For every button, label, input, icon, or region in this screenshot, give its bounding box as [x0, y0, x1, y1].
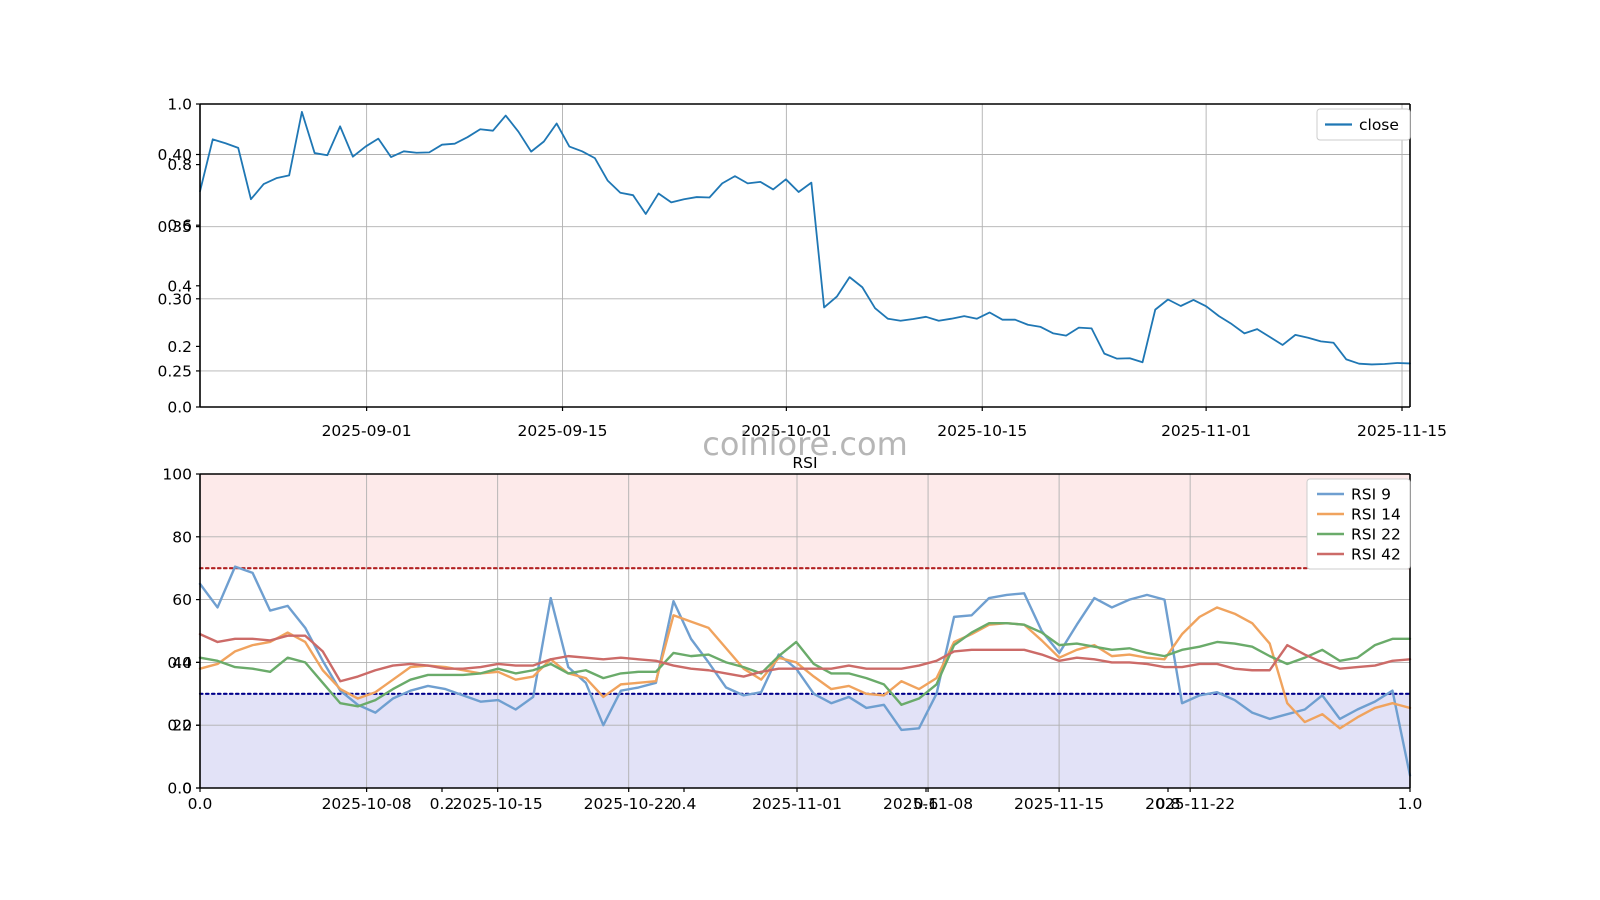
rsi-y-tick: 0 — [182, 780, 192, 798]
price-x-tick: 2025-09-01 — [322, 422, 412, 440]
rsi-x-tick-overlay: 1.0 — [1398, 795, 1423, 813]
legend-label-rsi-22: RSI 22 — [1351, 526, 1401, 544]
price-legend-box — [1316, 108, 1411, 141]
rsi-y-tick-overlay: 0.0 — [167, 780, 192, 798]
price-y-tick-labels-overlay: 0.0 0.2 0.4 0.6 0.8 1.0 — [167, 96, 200, 417]
rsi-y-tick-labels: 0 20 40 60 80 100 — [162, 466, 200, 798]
rsi-y-tick: 80 — [172, 528, 192, 546]
rsi-y-tick: 40 — [172, 654, 192, 672]
rsi-y-tick-overlay: 0.2 — [167, 717, 192, 735]
oversold-band — [200, 693, 1410, 788]
price-y-tick-labels: 0.25 0.30 0.35 0.40 — [157, 146, 200, 380]
rsi-series-rsi-22 — [198, 621, 1412, 708]
legend-label-close: close — [1359, 116, 1399, 134]
price-legend[interactable]: close — [1316, 108, 1411, 141]
price-y-tick-overlay: 1.0 — [167, 96, 192, 114]
price-panel: 0.25 0.30 0.35 0.40 0.0 0.2 0.4 0.6 0.8 1.0 2025… — [157, 96, 1447, 441]
rsi-y-tick: 60 — [172, 591, 192, 609]
rsi-x-tick-overlay: 0.0 — [188, 795, 213, 813]
rsi-legend-items: RSI 9 RSI 14 RSI 22 RSI 42 — [1317, 486, 1401, 564]
rsi-x-tick: 2025-10-08 — [322, 795, 412, 813]
price-x-tick-labels: 2025-09-01 2025-09-15 2025-10-01 2025-10-15… — [322, 407, 1447, 440]
price-y-tick: 0.40 — [157, 146, 192, 164]
price-x-tick: 2025-11-15 — [1357, 422, 1447, 440]
rsi-x-tick: 2025-11-22 — [1145, 795, 1235, 813]
rsi-series-lines — [198, 565, 1412, 777]
price-x-tick: 2025-11-01 — [1161, 422, 1251, 440]
legend-label-rsi-14: RSI 14 — [1351, 506, 1401, 524]
watermark-coinlore: coinlore.com — [702, 425, 907, 463]
rsi-x-tick: 2025-11-15 — [1014, 795, 1104, 813]
price-y-tick: 0.25 — [157, 362, 192, 380]
legend-label-rsi-9: RSI 9 — [1351, 486, 1391, 504]
rsi-y-tick: 20 — [172, 717, 192, 735]
rsi-y-tick-overlay: 0.4 — [167, 654, 192, 672]
rsi-x-tick: 2025-10-15 — [453, 795, 543, 813]
rsi-legend-box — [1306, 478, 1411, 570]
rsi-y-tick-labels-overlay: 0.0 0.2 0.4 — [167, 654, 200, 798]
price-gridlines — [200, 104, 1410, 407]
rsi-x-tick-overlay: 0.2 — [430, 795, 455, 813]
close-series-line — [199, 111, 1411, 366]
rsi-x-tick: 2025-11-08 — [883, 795, 973, 813]
rsi-x-tick-labels-overlay: 0.0 0.2 0.4 0.6 0.8 1.0 — [188, 788, 1423, 813]
price-x-tick: 2025-10-01 — [741, 422, 831, 440]
rsi-x-tick: 2025-10-22 — [584, 795, 674, 813]
price-y-tick-overlay: 0.0 — [167, 399, 192, 417]
price-y-tick-overlay: 0.2 — [167, 338, 192, 356]
price-y-tick: 0.35 — [157, 218, 192, 236]
rsi-x-tick-overlay: 0.4 — [672, 795, 697, 813]
price-x-tick: 2025-10-15 — [937, 422, 1027, 440]
price-plot-background — [200, 104, 1410, 407]
rsi-x-tick-overlay: 0.8 — [1156, 795, 1181, 813]
rsi-x-tick-labels: 2025-10-08 2025-10-15 2025-10-22 2025-11-01… — [322, 788, 1235, 813]
price-y-tick: 0.30 — [157, 290, 192, 308]
rsi-x-tick-overlay: 0.6 — [914, 795, 939, 813]
price-y-tick-overlay: 0.4 — [167, 277, 192, 295]
rsi-panel-title: RSI — [792, 454, 817, 472]
rsi-threshold-bands — [200, 474, 1410, 788]
rsi-series-rsi-9 — [198, 565, 1412, 777]
price-x-tick: 2025-09-15 — [517, 422, 607, 440]
price-y-tick-overlay: 0.8 — [167, 156, 192, 174]
legend-label-rsi-42: RSI 42 — [1351, 546, 1401, 564]
rsi-y-tick: 100 — [162, 466, 192, 484]
price-y-tick-overlay: 0.6 — [167, 217, 192, 235]
rsi-legend[interactable]: RSI 9 RSI 14 RSI 22 RSI 42 — [1306, 478, 1411, 570]
rsi-x-tick: 2025-11-01 — [752, 795, 842, 813]
rsi-series-rsi-42 — [198, 632, 1412, 683]
overbought-band — [200, 474, 1410, 569]
